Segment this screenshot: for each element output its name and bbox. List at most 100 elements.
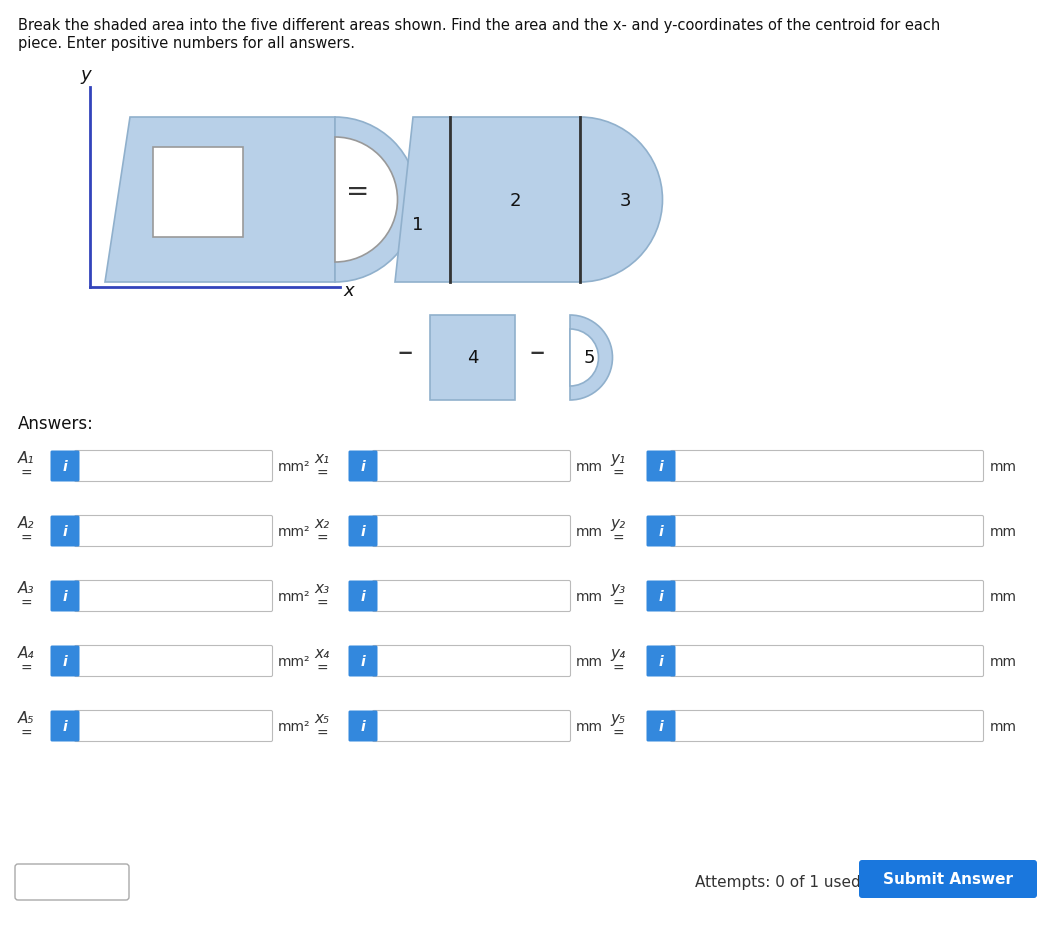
Text: =: =: [316, 661, 328, 675]
Text: mm: mm: [990, 590, 1017, 603]
Text: i: i: [63, 460, 68, 474]
Text: y: y: [81, 66, 91, 84]
Polygon shape: [395, 118, 450, 283]
Text: A₅: A₅: [18, 710, 35, 725]
Text: i: i: [659, 719, 663, 733]
Text: =: =: [20, 726, 32, 740]
Text: mm: mm: [576, 654, 603, 668]
Text: y₃: y₃: [610, 580, 625, 595]
FancyBboxPatch shape: [51, 451, 80, 482]
Text: mm²: mm²: [278, 525, 311, 539]
Text: i: i: [659, 590, 663, 603]
FancyBboxPatch shape: [74, 451, 273, 482]
FancyBboxPatch shape: [646, 451, 676, 482]
FancyBboxPatch shape: [51, 516, 80, 547]
Text: =: =: [316, 466, 328, 480]
Text: i: i: [361, 525, 365, 539]
Text: mm: mm: [990, 719, 1017, 733]
Text: mm²: mm²: [278, 590, 311, 603]
Wedge shape: [335, 138, 398, 262]
Text: =: =: [20, 661, 32, 675]
FancyBboxPatch shape: [646, 711, 676, 742]
Text: 5: 5: [584, 349, 595, 367]
Text: x₅: x₅: [314, 710, 329, 725]
Text: =: =: [612, 531, 624, 545]
Text: =: =: [346, 178, 369, 206]
FancyBboxPatch shape: [74, 711, 273, 742]
FancyBboxPatch shape: [859, 860, 1037, 898]
Text: mm: mm: [990, 525, 1017, 539]
FancyBboxPatch shape: [372, 516, 571, 547]
FancyBboxPatch shape: [372, 581, 571, 612]
Text: =: =: [20, 531, 32, 545]
Text: =: =: [612, 726, 624, 740]
FancyBboxPatch shape: [372, 646, 571, 677]
Text: =: =: [612, 661, 624, 675]
FancyBboxPatch shape: [646, 646, 676, 677]
Text: i: i: [659, 525, 663, 539]
Text: x: x: [343, 282, 353, 299]
Text: mm²: mm²: [278, 460, 311, 474]
Text: piece. Enter positive numbers for all answers.: piece. Enter positive numbers for all an…: [18, 36, 355, 51]
Polygon shape: [450, 118, 580, 283]
Text: mm: mm: [576, 460, 603, 474]
FancyBboxPatch shape: [51, 646, 80, 677]
FancyBboxPatch shape: [348, 711, 378, 742]
FancyBboxPatch shape: [348, 581, 378, 612]
FancyBboxPatch shape: [646, 581, 676, 612]
Text: =: =: [612, 466, 624, 480]
Text: A₁: A₁: [18, 451, 35, 465]
FancyBboxPatch shape: [51, 711, 80, 742]
Wedge shape: [570, 330, 598, 387]
Text: Break the shaded area into the five different areas shown. Find the area and the: Break the shaded area into the five diff…: [18, 18, 940, 33]
Text: i: i: [361, 719, 365, 733]
Text: mm²: mm²: [278, 654, 311, 668]
Polygon shape: [430, 316, 515, 400]
Text: Submit Answer: Submit Answer: [883, 871, 1013, 886]
Text: =: =: [20, 596, 32, 610]
Text: =: =: [612, 596, 624, 610]
Text: Save for Later: Save for Later: [23, 875, 121, 889]
Text: mm: mm: [990, 654, 1017, 668]
FancyBboxPatch shape: [348, 646, 378, 677]
Text: i: i: [63, 654, 68, 668]
Text: A₂: A₂: [18, 515, 35, 530]
Text: y₄: y₄: [610, 645, 625, 660]
Text: 1: 1: [413, 216, 423, 234]
FancyBboxPatch shape: [348, 451, 378, 482]
FancyBboxPatch shape: [15, 864, 129, 900]
FancyBboxPatch shape: [74, 516, 273, 547]
Text: A₄: A₄: [18, 645, 35, 660]
Text: mm: mm: [576, 719, 603, 733]
Text: mm²: mm²: [278, 719, 311, 733]
Text: i: i: [63, 719, 68, 733]
Polygon shape: [153, 147, 243, 237]
FancyBboxPatch shape: [646, 516, 676, 547]
Text: mm: mm: [576, 590, 603, 603]
FancyBboxPatch shape: [372, 711, 571, 742]
Text: Attempts: 0 of 1 used: Attempts: 0 of 1 used: [695, 874, 860, 890]
Wedge shape: [580, 118, 662, 283]
FancyBboxPatch shape: [74, 581, 273, 612]
Text: i: i: [361, 590, 365, 603]
FancyBboxPatch shape: [671, 451, 984, 482]
Text: 3: 3: [620, 191, 631, 210]
FancyBboxPatch shape: [348, 516, 378, 547]
Wedge shape: [570, 316, 612, 400]
Text: x₂: x₂: [314, 515, 329, 530]
Text: 4: 4: [467, 349, 479, 367]
Text: i: i: [63, 590, 68, 603]
FancyBboxPatch shape: [671, 581, 984, 612]
FancyBboxPatch shape: [671, 646, 984, 677]
Text: =: =: [316, 596, 328, 610]
Text: x₃: x₃: [314, 580, 329, 595]
FancyBboxPatch shape: [671, 516, 984, 547]
Text: y₅: y₅: [610, 710, 625, 725]
Text: 2: 2: [509, 191, 521, 210]
Text: A₃: A₃: [18, 580, 35, 595]
FancyBboxPatch shape: [671, 711, 984, 742]
Text: –: –: [398, 338, 413, 367]
FancyBboxPatch shape: [372, 451, 571, 482]
Text: i: i: [659, 460, 663, 474]
Text: y₁: y₁: [610, 451, 625, 465]
